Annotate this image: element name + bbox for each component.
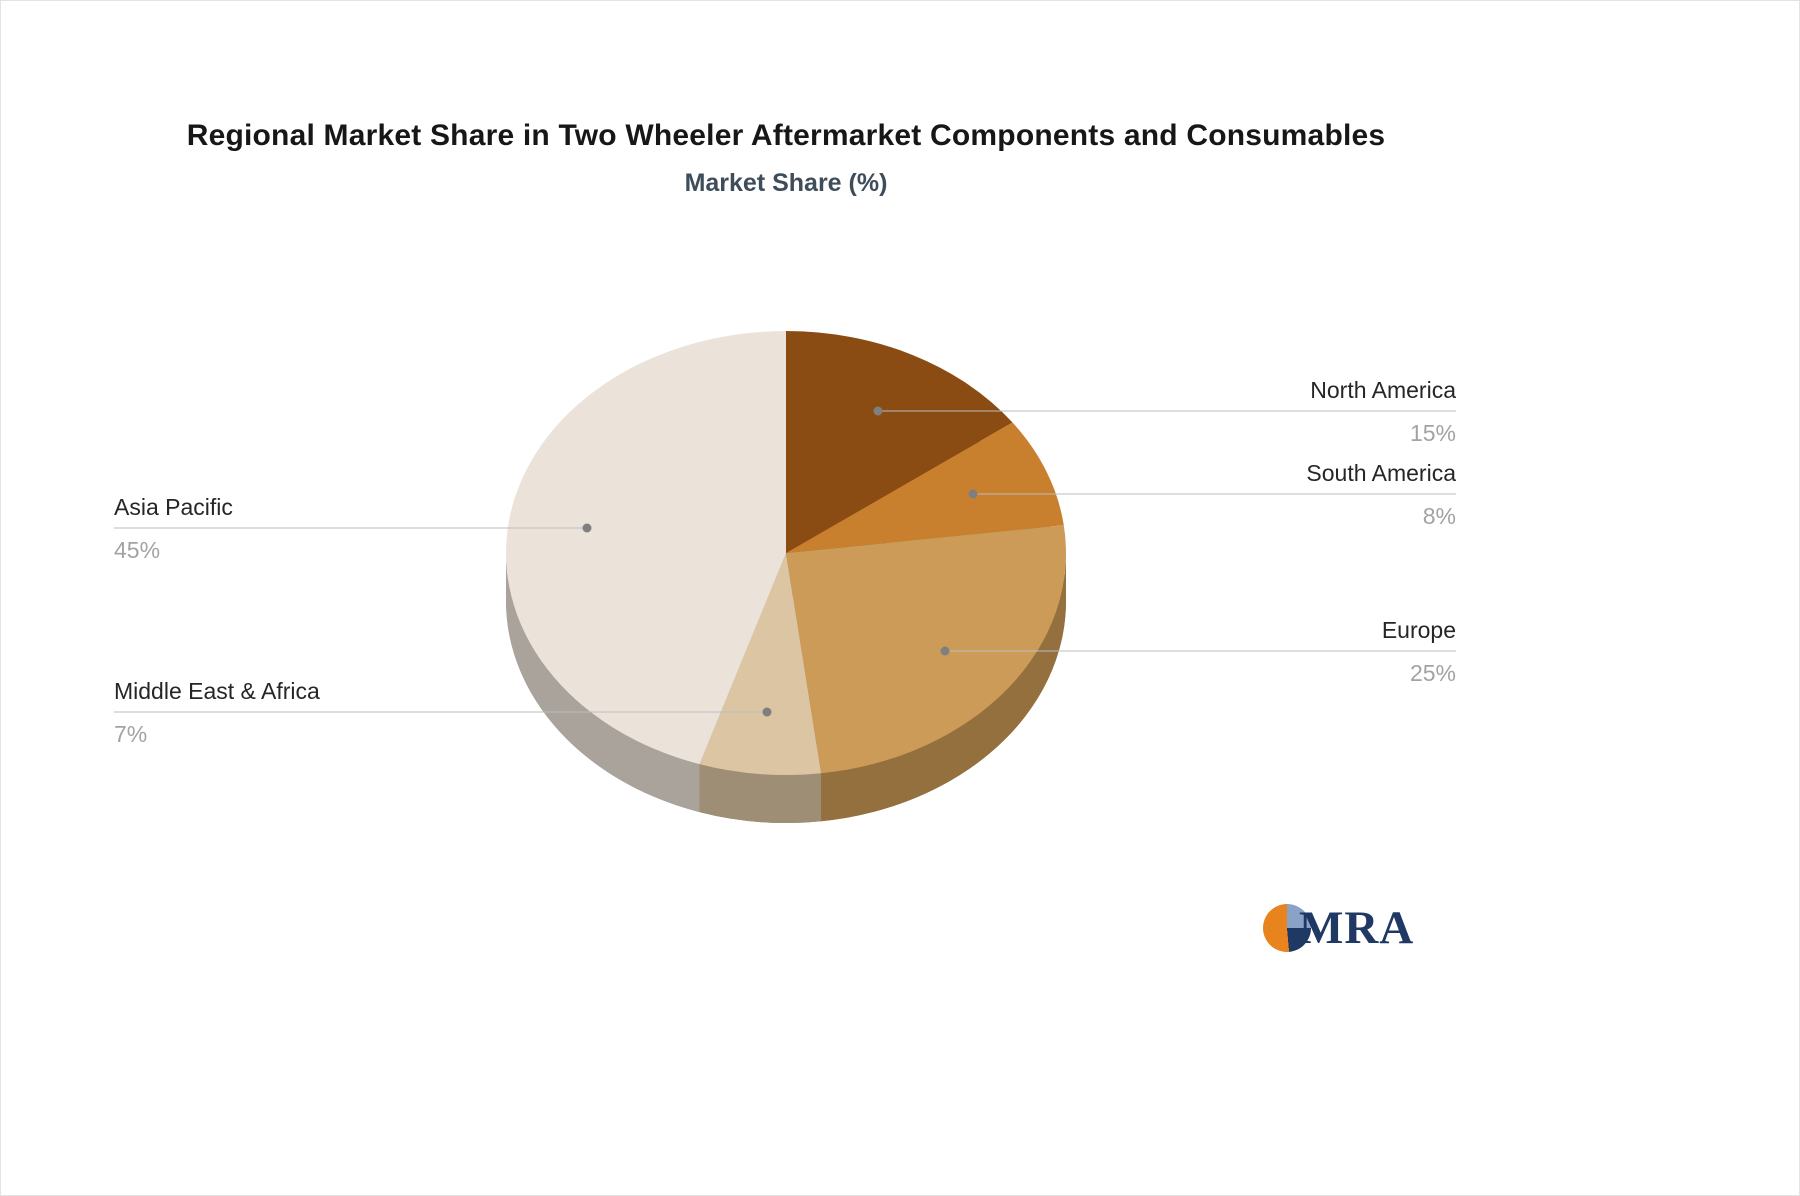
brand-logo: MRA	[1263, 900, 1414, 956]
label-asia-pacific: Asia Pacific	[114, 494, 233, 520]
brand-logo-pie-icon	[1263, 904, 1311, 952]
label-south-america: South America	[1306, 460, 1456, 486]
rim-europe	[821, 553, 1066, 822]
leader-dot-asia-pacific	[582, 523, 592, 533]
value-north-america: 15%	[1410, 420, 1456, 446]
slice-asia-pacific	[506, 331, 786, 765]
rim-middle-east-africa	[699, 764, 822, 823]
chart-subtitle: Market Share (%)	[684, 169, 888, 197]
leader-dot-south-america	[968, 489, 978, 499]
slice-south-america	[786, 422, 1064, 553]
value-south-america: 8%	[1423, 503, 1456, 529]
leader-dot-middle-east-africa	[762, 707, 772, 717]
slice-north-america	[786, 331, 1013, 553]
value-asia-pacific: 45%	[114, 537, 160, 563]
slice-middle-east-africa	[699, 553, 822, 775]
brand-logo-text: MRA	[1299, 902, 1415, 954]
chart-title: Regional Market Share in Two Wheeler Aft…	[186, 119, 1386, 152]
label-middle-east-africa: Middle East & Africa	[114, 678, 320, 704]
slice-labels: North America 15% South America 8% Europe 25%…	[114, 377, 1456, 747]
value-middle-east-africa: 7%	[114, 721, 147, 747]
leader-lines	[114, 406, 1456, 717]
pie-slices	[506, 331, 1066, 775]
rim-asia-pacific	[506, 553, 700, 813]
label-europe: Europe	[1382, 617, 1456, 643]
value-europe: 25%	[1410, 660, 1456, 686]
pie-depth-rim	[506, 553, 1066, 823]
leader-dot-europe	[940, 646, 950, 656]
slice-europe	[786, 525, 1066, 774]
leader-dot-north-america	[873, 406, 883, 416]
label-north-america: North America	[1310, 377, 1456, 403]
